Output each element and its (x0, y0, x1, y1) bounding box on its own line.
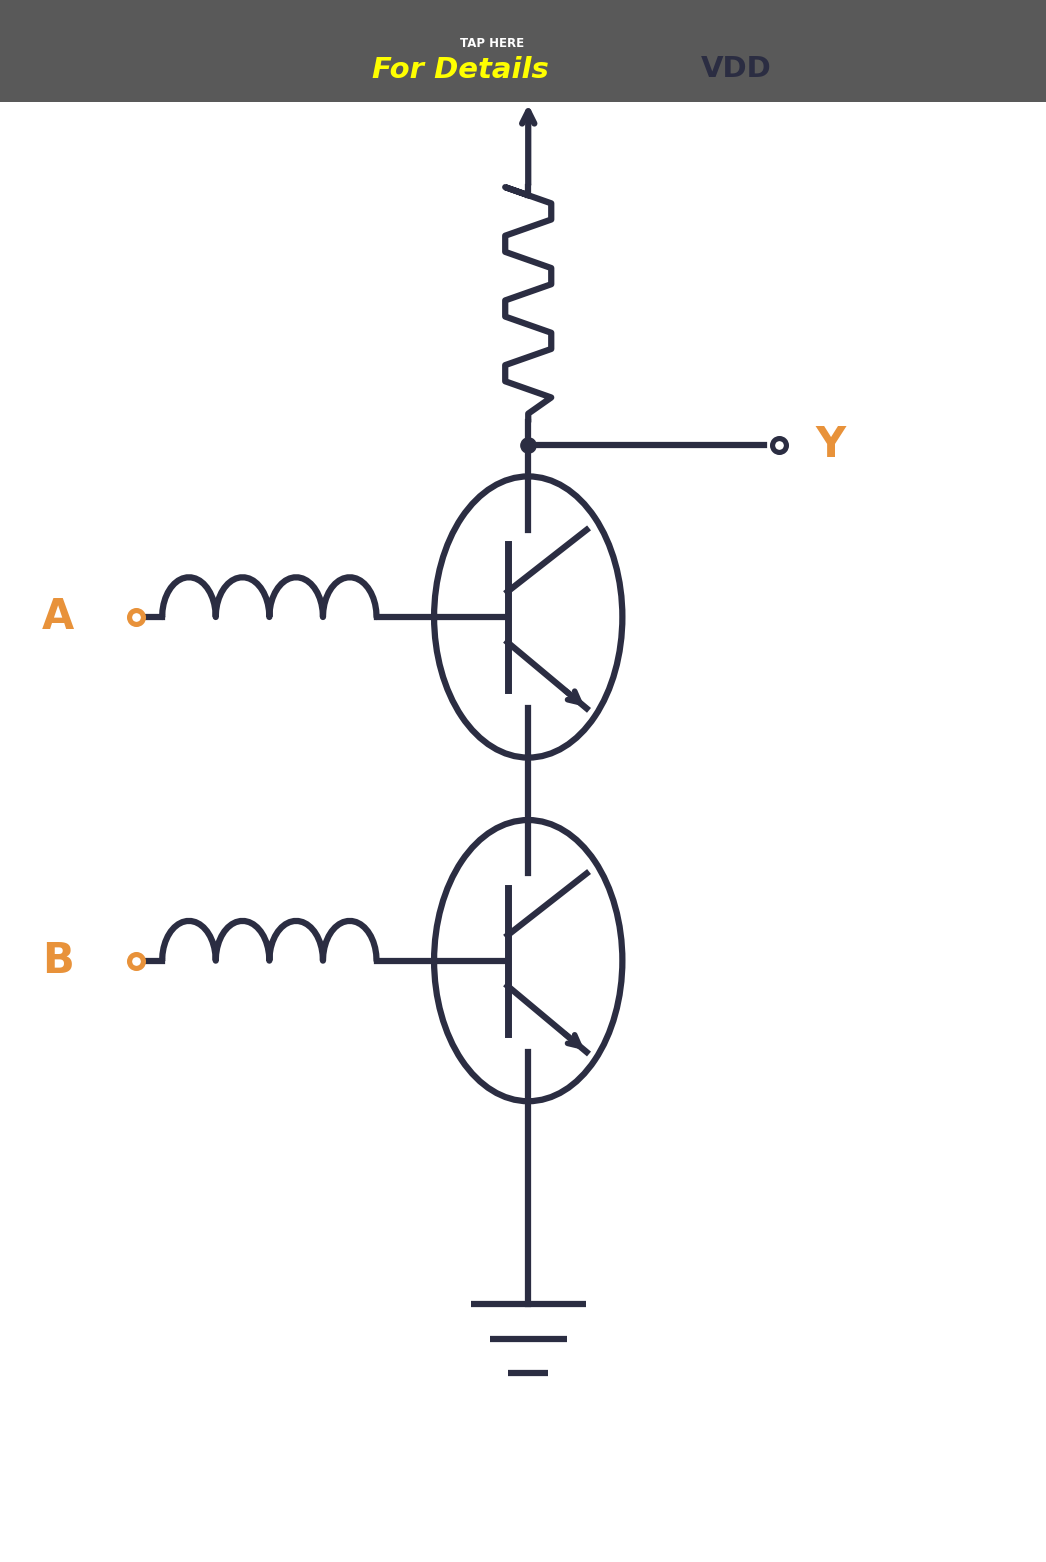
FancyBboxPatch shape (0, 0, 1046, 102)
Text: A: A (42, 597, 73, 637)
Text: Y: Y (816, 425, 846, 465)
Text: TAP HERE: TAP HERE (459, 37, 524, 50)
Text: For Details: For Details (371, 56, 549, 84)
Text: VDD: VDD (701, 55, 772, 83)
Text: B: B (42, 940, 73, 981)
